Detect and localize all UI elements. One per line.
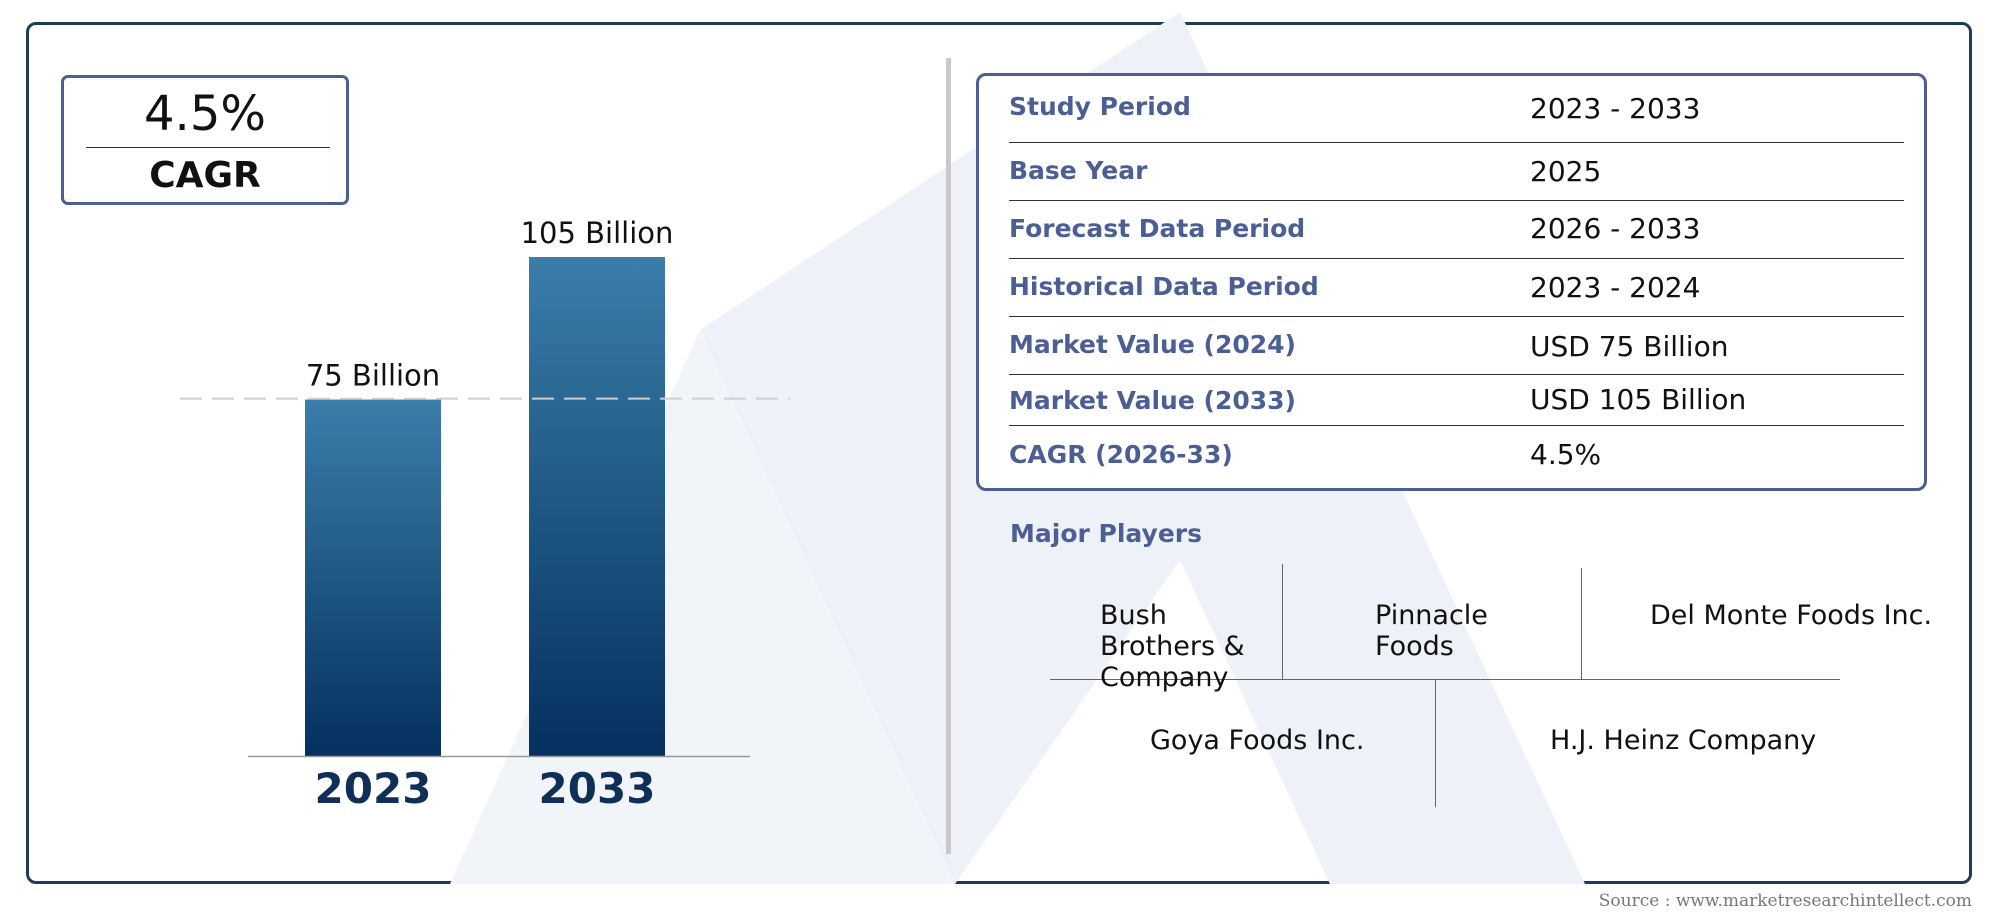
info-value: 2023 - 2024 xyxy=(1530,271,1701,304)
info-row: Base Year 2025 xyxy=(1009,143,1904,201)
player-name: H.J. Heinz Company xyxy=(1550,725,1817,756)
info-value: 4.5% xyxy=(1530,438,1602,471)
players-divider xyxy=(1435,680,1436,807)
info-value: 2026 - 2033 xyxy=(1530,212,1701,245)
cagr-value: 4.5% xyxy=(144,86,266,142)
bar-chart: 75 Billion 2023 105 Billion 2033 xyxy=(180,216,790,813)
cagr-divider xyxy=(86,147,330,148)
info-row: Study Period 2023 - 2033 xyxy=(1009,76,1904,143)
info-key: Market Value (2024) xyxy=(1009,330,1296,359)
info-key: Base Year xyxy=(1009,156,1148,185)
info-key: Study Period xyxy=(1009,92,1191,121)
player-name: Goya Foods Inc. xyxy=(1150,725,1365,756)
info-row: Forecast Data Period 2026 - 2033 xyxy=(1009,201,1904,259)
cagr-label: CAGR xyxy=(149,155,261,196)
info-row: Historical Data Period 2023 - 2024 xyxy=(1009,259,1904,317)
info-key: Market Value (2033) xyxy=(1009,386,1296,415)
info-row: Market Value (2033) USD 105 Billion xyxy=(1009,375,1904,426)
info-row: Market Value (2024) USD 75 Billion xyxy=(1009,317,1904,375)
info-key: CAGR (2026-33) xyxy=(1009,440,1233,469)
info-value: USD 75 Billion xyxy=(1530,330,1729,363)
section-divider xyxy=(946,58,951,854)
info-key: Forecast Data Period xyxy=(1009,214,1306,243)
bar-value-label: 75 Billion xyxy=(306,359,440,393)
market-info-table: Study Period 2023 - 2033 Base Year 2025 … xyxy=(976,73,1927,491)
info-row: CAGR (2026-33) 4.5% xyxy=(1009,426,1904,488)
player-name: Bush Brothers & Company xyxy=(1100,600,1245,693)
x-tick-label: 2033 xyxy=(539,764,656,813)
players-divider xyxy=(1282,564,1283,679)
source-note: Source : www.marketresearchintellect.com xyxy=(1598,891,1972,911)
bar-value-label: 105 Billion xyxy=(521,216,674,250)
info-key: Historical Data Period xyxy=(1009,272,1319,301)
player-name: Pinnacle Foods xyxy=(1375,600,1488,662)
info-value: 2025 xyxy=(1530,155,1602,188)
player-name: Del Monte Foods Inc. xyxy=(1650,600,1933,631)
players-divider xyxy=(1050,679,1840,680)
players-divider xyxy=(1581,568,1582,679)
x-tick-label: 2023 xyxy=(315,764,432,813)
bar-2023 xyxy=(305,399,441,756)
cagr-badge: 4.5% CAGR xyxy=(61,75,349,205)
info-value: USD 105 Billion xyxy=(1530,383,1747,416)
bar-2033 xyxy=(529,257,665,756)
major-players-title: Major Players xyxy=(1010,519,1202,548)
info-value: 2023 - 2033 xyxy=(1530,92,1701,125)
